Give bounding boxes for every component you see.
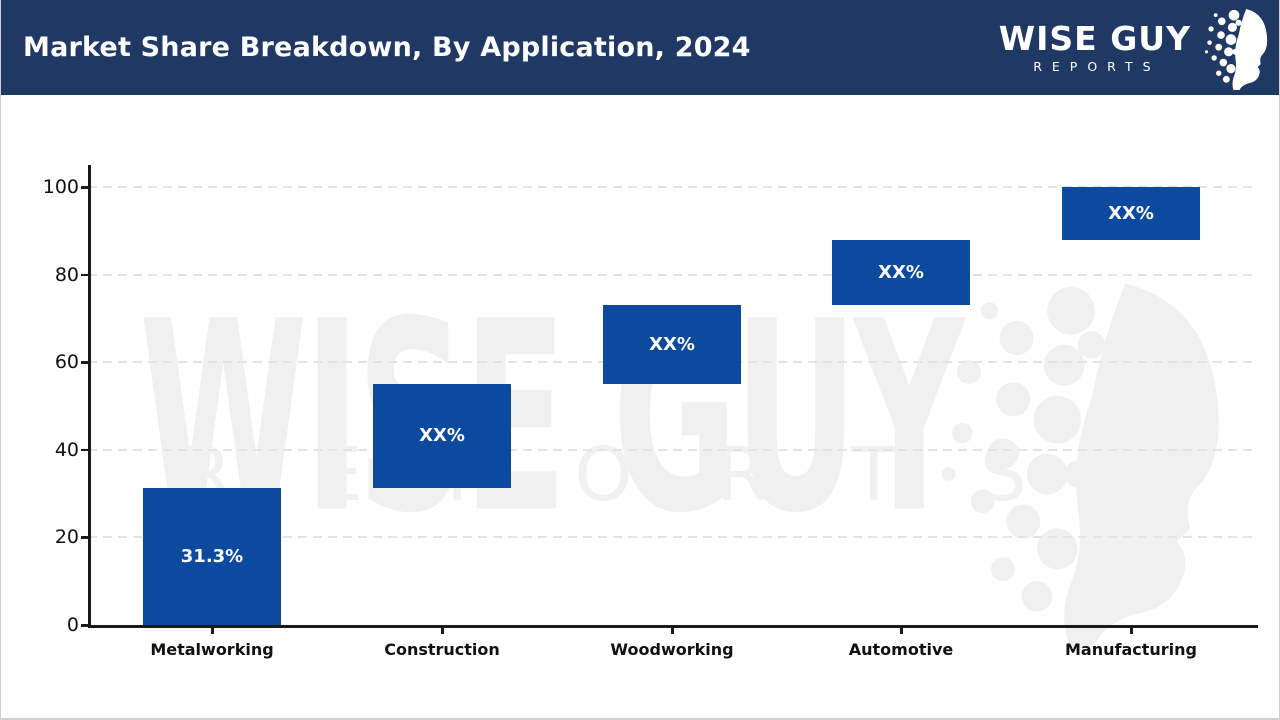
waterfall-chart: 0 20 40 60 80 100 31.3% XX% XX% XX% XX% Metalworkin… xyxy=(1,95,1279,718)
gridline-40 xyxy=(88,448,1258,451)
watermark-head-icon xyxy=(941,283,1219,651)
bar-value-label: XX% xyxy=(1108,202,1154,224)
bar-metalworking: 31.3% xyxy=(143,487,281,625)
y-tick-60 xyxy=(81,361,89,364)
y-tick-label-100: 100 xyxy=(42,176,79,198)
gridline-20 xyxy=(88,536,1258,539)
bar-value-label: XX% xyxy=(649,334,695,356)
y-tick-80 xyxy=(81,273,89,277)
x-tick-label-construction: Construction xyxy=(384,640,500,659)
bar-value-label: XX% xyxy=(419,425,465,447)
bar-automotive: XX% xyxy=(832,239,970,306)
y-tick-100 xyxy=(81,186,89,189)
wiseguy-head-icon xyxy=(1204,9,1268,90)
chart-title: Market Share Breakdown, By Application, … xyxy=(23,32,751,63)
x-tick-label-woodworking: Woodworking xyxy=(610,640,734,659)
y-tick-0 xyxy=(81,624,89,627)
y-tick-20 xyxy=(81,536,89,539)
bar-construction: XX% xyxy=(373,384,511,488)
bar-value-label: 31.3% xyxy=(180,545,244,567)
y-tick-40 xyxy=(81,448,89,452)
gridline-80 xyxy=(88,273,1258,276)
x-tick-label-automotive: Automotive xyxy=(848,640,954,659)
x-tick-automotive xyxy=(900,628,903,634)
brand-logo: WISE GUY REPORTS xyxy=(999,6,1273,90)
brand-wordmark: WISE GUY REPORTS xyxy=(999,22,1191,74)
y-tick-label-20: 20 xyxy=(54,526,79,549)
y-axis-line xyxy=(88,165,91,627)
x-tick-woodworking xyxy=(671,628,674,634)
x-axis-line xyxy=(88,625,1258,628)
brand-name-text: WISE GUY xyxy=(998,19,1191,59)
x-tick-label-metalworking: Metalworking xyxy=(150,640,274,659)
y-tick-label-60: 60 xyxy=(54,351,79,374)
y-tick-label-0: 0 xyxy=(66,614,79,636)
x-tick-label-manufacturing: Manufacturing xyxy=(1065,640,1197,659)
bar-woodworking: XX% xyxy=(603,305,741,385)
x-tick-metalworking xyxy=(211,628,214,634)
x-tick-construction xyxy=(441,628,444,634)
header-bar: Market Share Breakdown, By Application, … xyxy=(1,0,1279,95)
brand-subtitle-text: REPORTS xyxy=(1033,58,1161,74)
bar-value-label: XX% xyxy=(878,261,924,283)
y-tick-label-40: 40 xyxy=(54,438,79,461)
gridline-100 xyxy=(88,186,1258,188)
x-tick-manufacturing xyxy=(1130,628,1133,634)
y-tick-label-80: 80 xyxy=(54,263,79,286)
bar-manufacturing: XX% xyxy=(1062,187,1200,240)
